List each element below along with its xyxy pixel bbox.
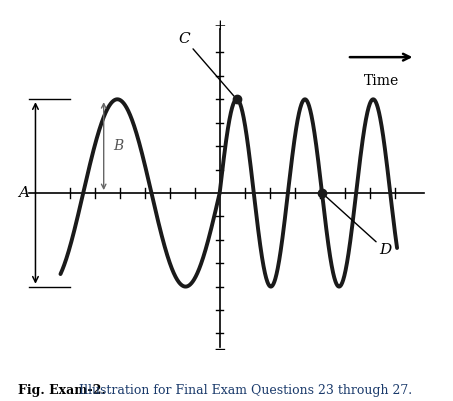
Text: Illustration for Final Exam Questions 23 through 27.: Illustration for Final Exam Questions 23… [67, 384, 412, 397]
Text: Time: Time [363, 74, 399, 88]
Text: C: C [179, 32, 234, 96]
Text: +: + [213, 19, 226, 33]
Text: −: − [213, 343, 226, 357]
Text: Fig. Exam-2.: Fig. Exam-2. [18, 384, 106, 397]
Text: D: D [325, 196, 391, 257]
Text: B: B [113, 139, 123, 153]
Text: A: A [18, 186, 29, 200]
